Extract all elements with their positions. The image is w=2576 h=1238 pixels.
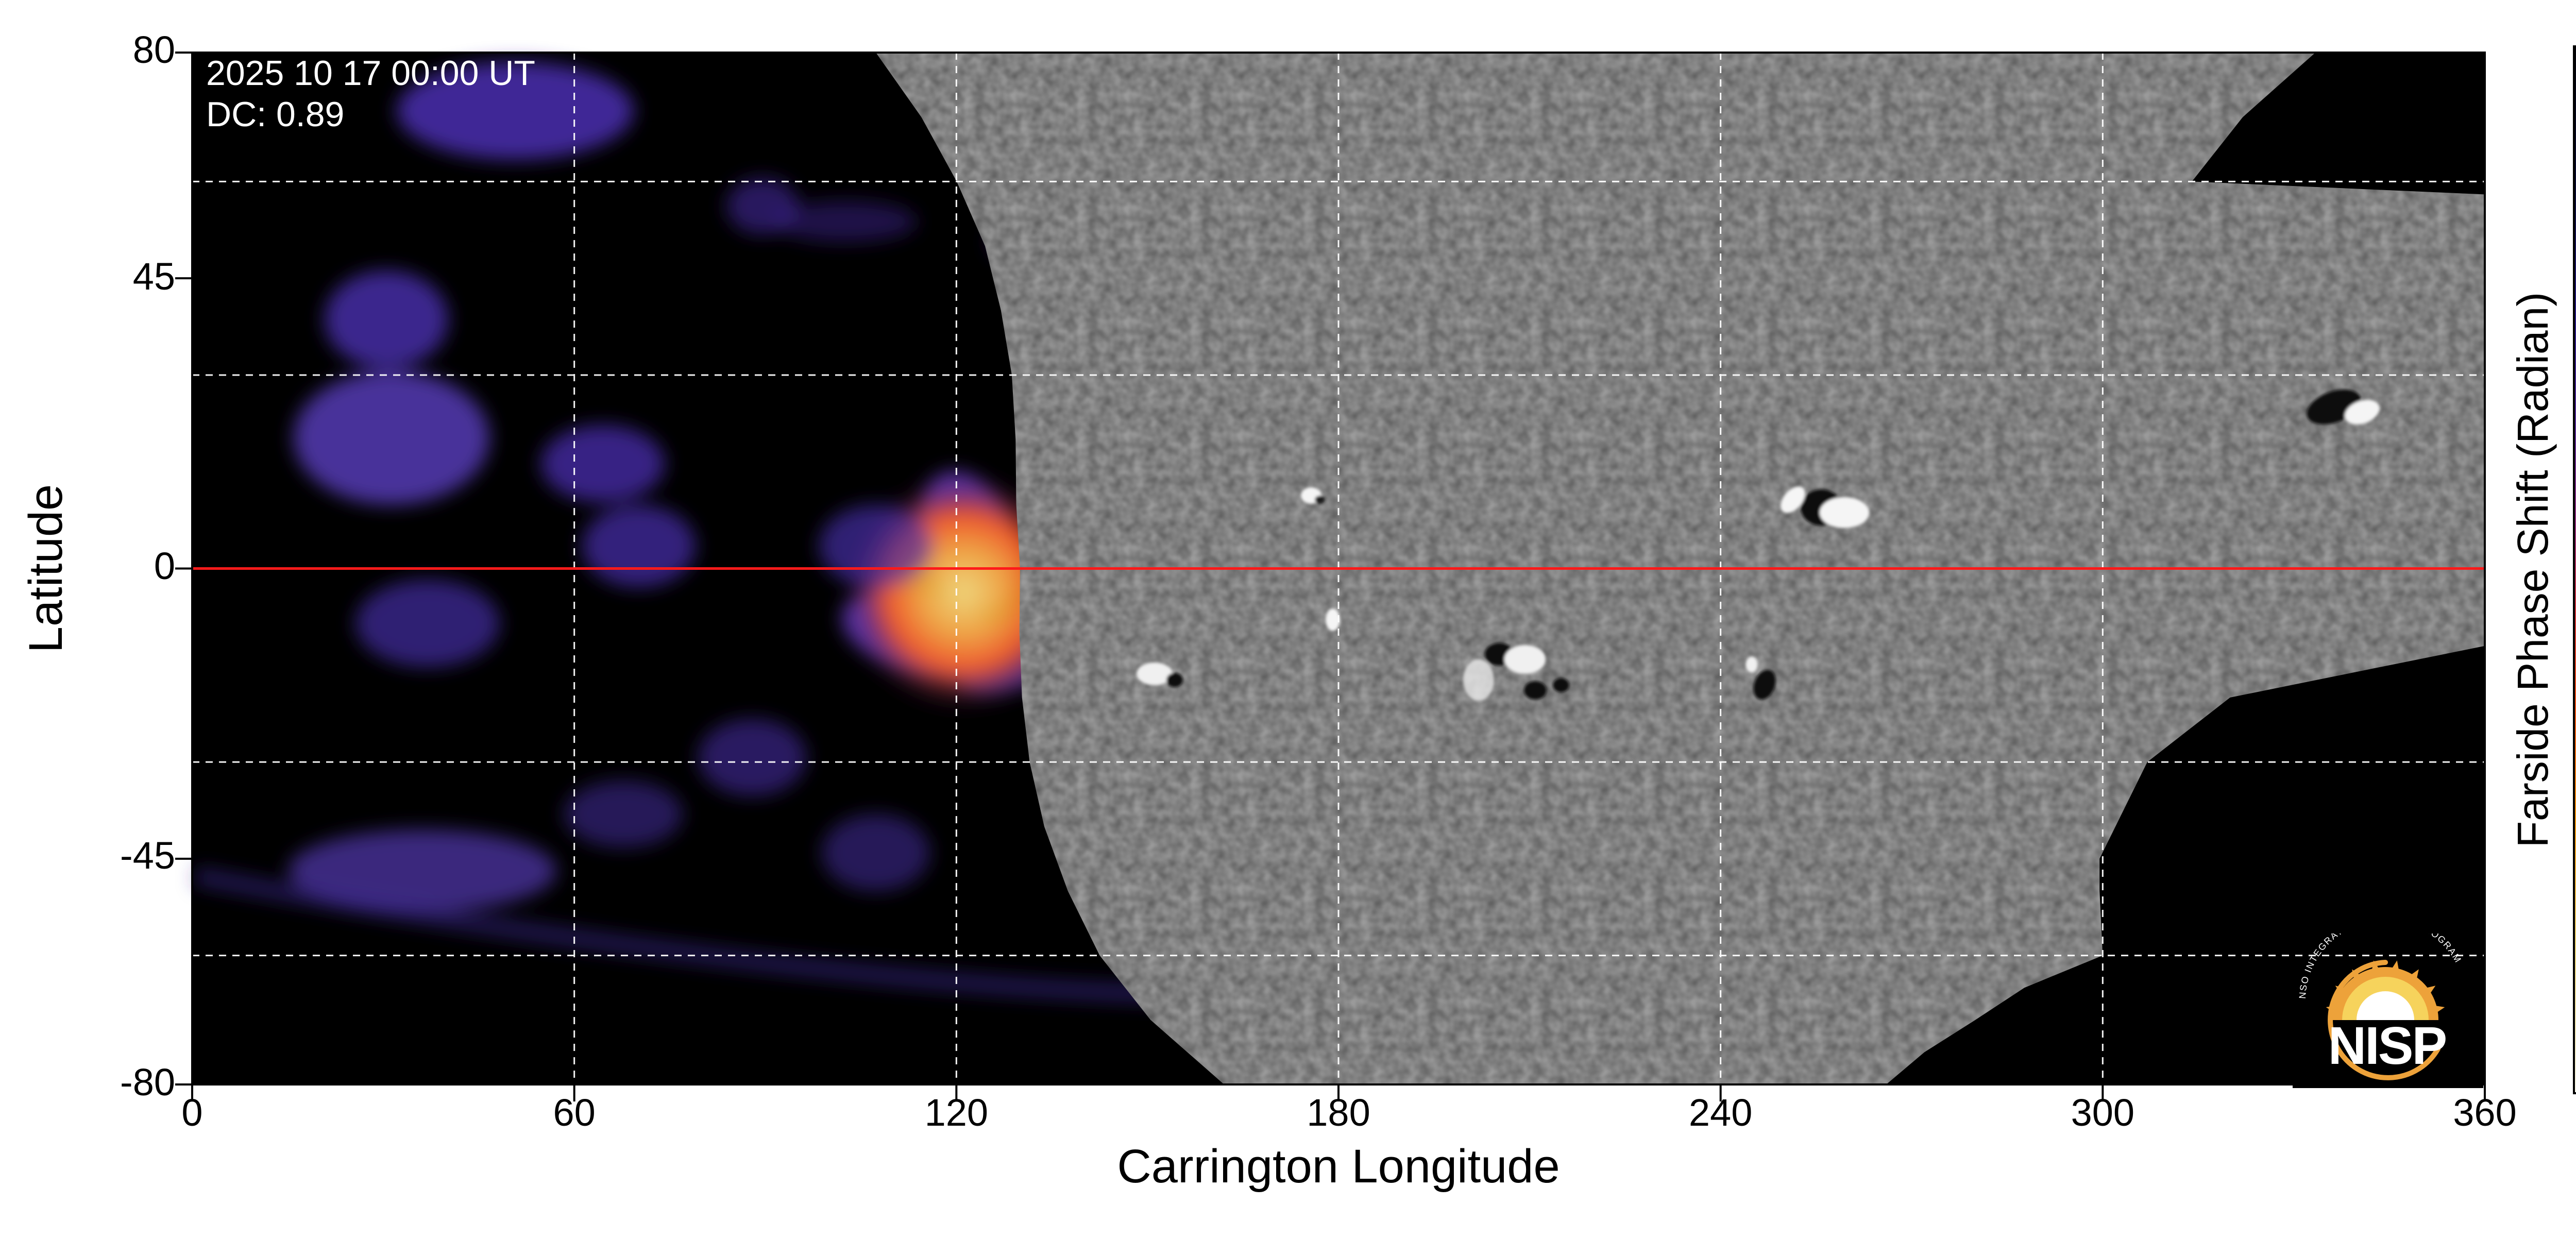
svg-text:Farside Phase Shift (Radian): Farside Phase Shift (Radian) [2509, 292, 2557, 848]
svg-text:NISP: NISP [2328, 1016, 2446, 1075]
